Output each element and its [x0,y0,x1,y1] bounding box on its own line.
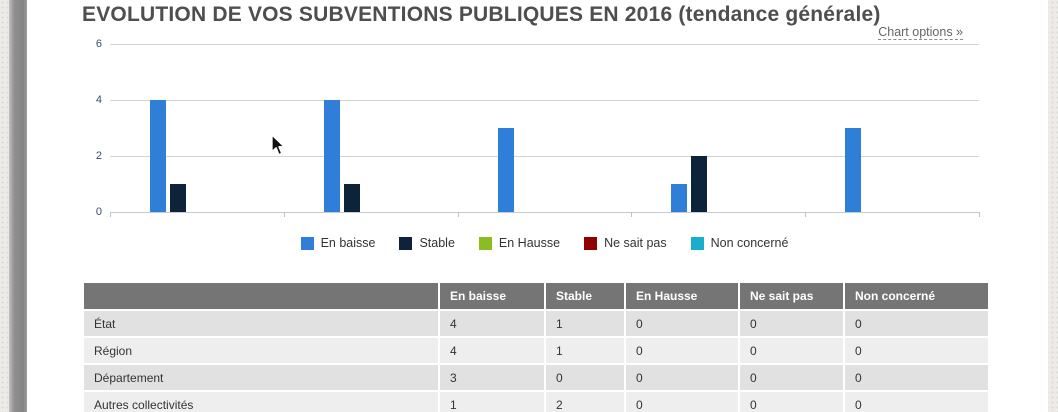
y-axis-label: 0 [95,206,102,218]
y-gridline [110,156,979,157]
value-cell: 0 [845,365,988,390]
x-axis-tick [110,212,111,217]
x-axis-tick [458,212,459,217]
legend-swatch-icon [300,236,314,250]
bar[interactable] [344,184,360,212]
table-header-cell: En Hausse [626,283,738,309]
bar[interactable] [671,184,687,212]
table-header-cell: Stable [546,283,624,309]
legend-item[interactable]: Non concerné [690,236,789,250]
value-cell: 0 [845,338,988,363]
value-cell: 0 [740,311,843,336]
legend-item[interactable]: En baisse [300,236,376,250]
value-cell: 2 [546,392,624,412]
y-axis-label: 2 [95,150,102,162]
x-axis-tick [631,212,632,217]
table-row: Autres collectivités 1 2 0 0 0 [84,392,988,412]
y-axis-label: 6 [95,38,102,50]
table-row: État 4 1 0 0 0 [84,311,988,336]
table-body: État 4 1 0 0 0 Région 4 1 0 0 0 Département 3 0 0 0 0 Autr… [84,311,988,412]
table-header-cell: En baisse [440,283,544,309]
bar-chart: 6 4 2 0 [27,0,1048,260]
value-cell: 1 [440,392,544,412]
x-axis-line [110,212,979,213]
row-label-cell: Autres collectivités [84,392,438,412]
x-axis-tick [805,212,806,217]
bar[interactable] [845,128,861,212]
row-label-cell: Région [84,338,438,363]
value-cell: 3 [440,365,544,390]
row-label-cell: État [84,311,438,336]
y-gridline [110,100,979,101]
value-cell: 0 [740,365,843,390]
value-cell: 0 [845,392,988,412]
page-title: EVOLUTION DE VOS SUBVENTIONS PUBLIQUES E… [82,3,881,26]
bar[interactable] [150,100,166,212]
chart-options-link[interactable]: Chart options » [878,25,963,40]
value-cell: 0 [740,338,843,363]
value-cell: 0 [626,365,738,390]
content-page: EVOLUTION DE VOS SUBVENTIONS PUBLIQUES E… [27,0,1048,412]
results-table: En baisse Stable En Hausse Ne sait pas Non c… [82,281,990,412]
legend-label: Non concerné [710,236,789,250]
x-axis-tick [284,212,285,217]
y-axis-label: 4 [95,94,102,106]
row-label-cell: Département [84,365,438,390]
page-edge-shadow [9,0,27,412]
value-cell: 1 [546,338,624,363]
legend-item[interactable]: Stable [399,236,455,250]
legend-label: En Hausse [498,236,561,250]
legend-swatch-icon [690,236,704,250]
value-cell: 1 [546,311,624,336]
bar[interactable] [324,100,340,212]
legend-label: Stable [419,236,455,250]
bar[interactable] [691,156,707,212]
x-axis-tick [979,212,980,217]
y-gridline [110,44,979,45]
legend-swatch-icon [399,236,413,250]
table-header-cell: Ne sait pas [740,283,843,309]
legend-swatch-icon [478,236,492,250]
legend-swatch-icon [584,236,598,250]
value-cell: 4 [440,311,544,336]
bar[interactable] [498,128,514,212]
table-row: Département 3 0 0 0 0 [84,365,988,390]
table-header-row: En baisse Stable En Hausse Ne sait pas Non c… [84,283,988,309]
table-header-cell [84,283,438,309]
value-cell: 0 [626,338,738,363]
legend-item[interactable]: Ne sait pas [584,236,667,250]
table-row: Région 4 1 0 0 0 [84,338,988,363]
table-header-cell: Non concerné [845,283,988,309]
table-head: En baisse Stable En Hausse Ne sait pas Non c… [84,283,988,309]
legend-item[interactable]: En Hausse [478,236,561,250]
value-cell: 0 [740,392,843,412]
value-cell: 0 [626,311,738,336]
legend-label: Ne sait pas [604,236,667,250]
legend-label: En baisse [320,236,376,250]
value-cell: 0 [626,392,738,412]
value-cell: 4 [440,338,544,363]
value-cell: 0 [845,311,988,336]
value-cell: 0 [546,365,624,390]
chart-legend: En baisse Stable En Hausse Ne sait pas Non c… [110,236,979,250]
bar[interactable] [170,184,186,212]
